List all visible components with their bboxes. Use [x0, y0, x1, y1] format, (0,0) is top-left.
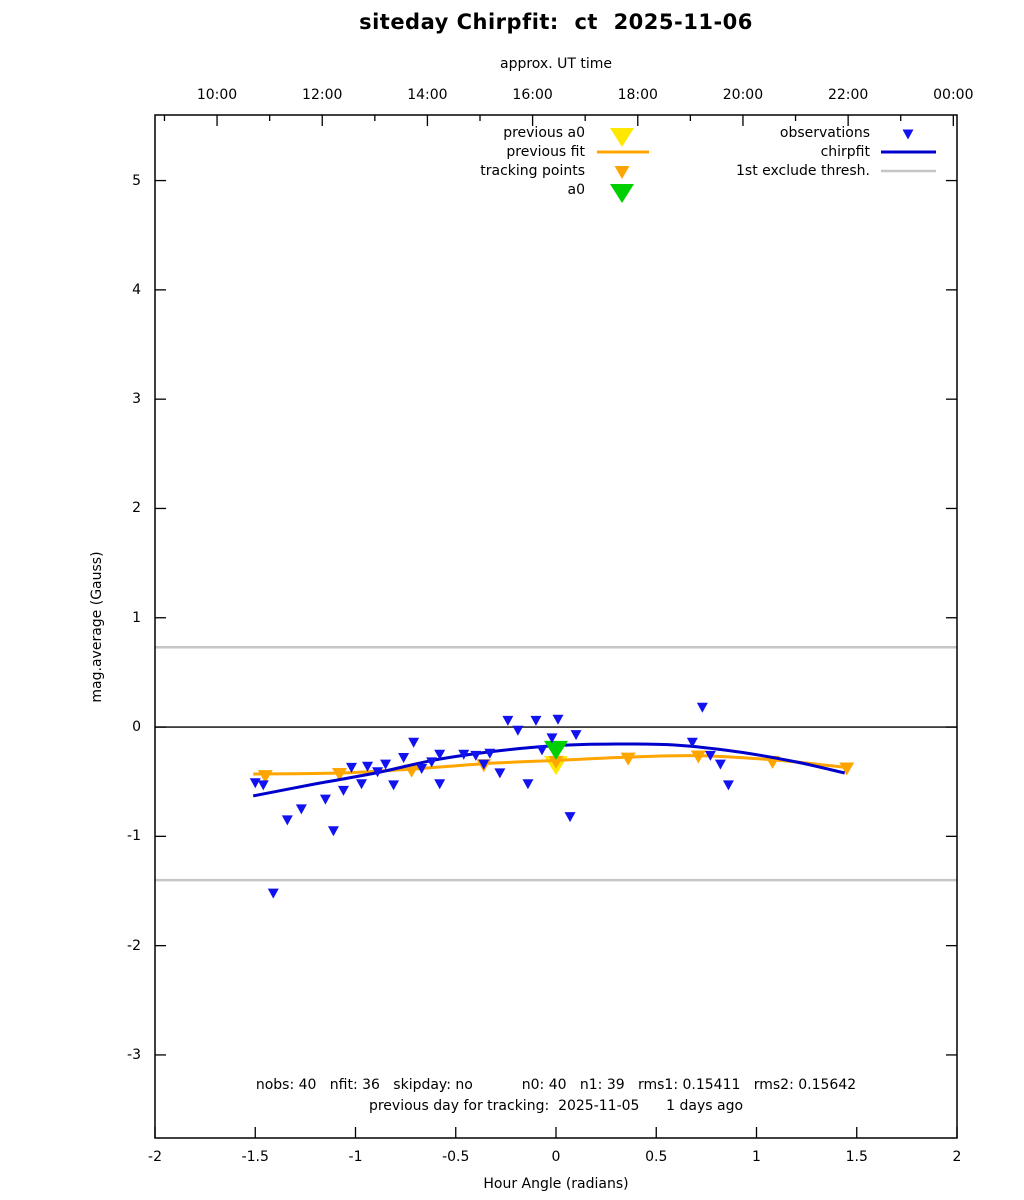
x-tick-label--0.5: -0.5 — [442, 1149, 470, 1165]
plot-border — [154, 114, 958, 1139]
observations-marker — [319, 794, 331, 805]
observations-marker — [257, 780, 269, 791]
y-tick-label-3: 3 — [132, 391, 141, 408]
stats-line-2: previous day for tracking: 2025-11-05 1 … — [368, 1098, 744, 1114]
top-tick-label-1600: 16:00 — [512, 87, 553, 103]
observations-marker — [530, 715, 542, 726]
observations-marker — [434, 779, 446, 790]
top-tick-label-2000: 20:00 — [722, 87, 764, 103]
observations-marker — [362, 761, 374, 772]
legend-label-exclude-thresh: 1st exclude thresh. — [736, 163, 870, 179]
observations-marker — [408, 737, 420, 748]
legend-marker-tracking-points — [614, 166, 630, 179]
observations-marker — [398, 753, 410, 764]
observations-marker — [458, 749, 470, 760]
observations-marker — [327, 826, 339, 837]
top-tick-label-1400: 14:00 — [407, 87, 448, 103]
observations-marker — [426, 757, 438, 768]
observations-marker — [380, 759, 392, 770]
top-tick-label-1200: 12:00 — [302, 87, 343, 103]
legend-label-observations: observations — [779, 125, 870, 141]
observations-marker — [295, 804, 307, 815]
x-tick-label-1: 1 — [752, 1149, 761, 1165]
observations-marker — [416, 763, 428, 774]
tracking-points-marker — [331, 767, 347, 781]
legend-label-chirpfit: chirpfit — [820, 144, 870, 160]
a0-marker — [544, 740, 568, 760]
observations-marker — [696, 702, 708, 713]
tracking-points-marker — [839, 762, 855, 776]
tracking-points-marker — [404, 764, 420, 778]
legend-marker-observations — [902, 129, 914, 140]
tracking-points-marker — [620, 752, 636, 766]
y-tick-label-0: 0 — [132, 719, 141, 736]
observations-marker — [281, 815, 293, 826]
top-tick-label-1000: 10:00 — [196, 87, 238, 103]
x-tick-label-0: 0 — [551, 1149, 561, 1165]
observations-marker — [570, 730, 582, 741]
legend-label-tracking-points: tracking points — [480, 163, 585, 179]
observations-marker — [704, 750, 716, 761]
observations-marker — [564, 812, 576, 823]
y-tick-label-2: 2 — [132, 500, 141, 517]
top-axis-label: approx. UT time — [500, 56, 612, 72]
top-tick-label-0000: 00:00 — [933, 87, 974, 103]
observations-marker — [267, 888, 279, 899]
observations-marker — [512, 725, 524, 736]
tracking-points-marker — [690, 750, 706, 764]
tracking-points-marker — [548, 755, 564, 769]
observations-marker — [686, 737, 698, 748]
y-axis-label: mag.average (Gauss) — [89, 551, 105, 703]
observations-marker — [388, 780, 400, 791]
legend-label-previous-fit: previous fit — [506, 144, 585, 160]
observations-marker — [356, 779, 368, 790]
observations-marker — [470, 750, 482, 761]
x-tick-label-2: 2 — [952, 1149, 962, 1165]
observations-marker — [337, 785, 349, 796]
stats-line-1: nobs: 40 nfit: 36 skipday: no n0: 40 n1:… — [255, 1077, 857, 1093]
observations-marker — [546, 733, 558, 744]
y-tick-label-5: 5 — [132, 172, 141, 189]
x-tick-label-0.5: 0.5 — [645, 1149, 668, 1165]
x-tick-label--2: -2 — [148, 1149, 162, 1165]
observations-marker — [249, 778, 261, 789]
y-tick-label--2: -2 — [127, 937, 141, 954]
observations-marker — [372, 767, 384, 778]
observations-marker — [345, 762, 357, 773]
legend-marker-a0 — [610, 184, 634, 203]
top-tick-label-1800: 18:00 — [617, 87, 658, 103]
x-tick-label--1: -1 — [348, 1149, 363, 1165]
legend-label-a0: a0 — [567, 182, 586, 198]
tracking-points-marker — [257, 770, 273, 784]
observations-marker — [536, 745, 548, 756]
legend-label-previous-a0: previous a0 — [503, 125, 585, 141]
observations-marker — [722, 780, 734, 791]
observations-marker — [552, 714, 564, 725]
chart-title: siteday Chirpfit: ct 2025-11-06 — [359, 10, 753, 34]
x-tick-label-1.5: 1.5 — [845, 1149, 868, 1165]
observations-marker — [478, 759, 490, 770]
y-tick-label--1: -1 — [127, 828, 141, 845]
top-tick-label-2200: 22:00 — [827, 87, 869, 103]
x-tick-label--1.5: -1.5 — [241, 1149, 269, 1165]
y-tick-label-4: 4 — [132, 281, 141, 298]
observations-marker — [714, 759, 726, 770]
observations-marker — [502, 715, 514, 726]
observations-marker — [522, 779, 534, 790]
observations-marker — [484, 748, 496, 759]
observations-marker — [434, 749, 446, 760]
y-tick-label--3: -3 — [127, 1046, 141, 1063]
y-tick-label-1: 1 — [132, 609, 141, 626]
observations-marker — [494, 768, 506, 779]
x-axis-label: Hour Angle (radians) — [483, 1176, 629, 1192]
legend-marker-previous-a0 — [610, 128, 634, 147]
